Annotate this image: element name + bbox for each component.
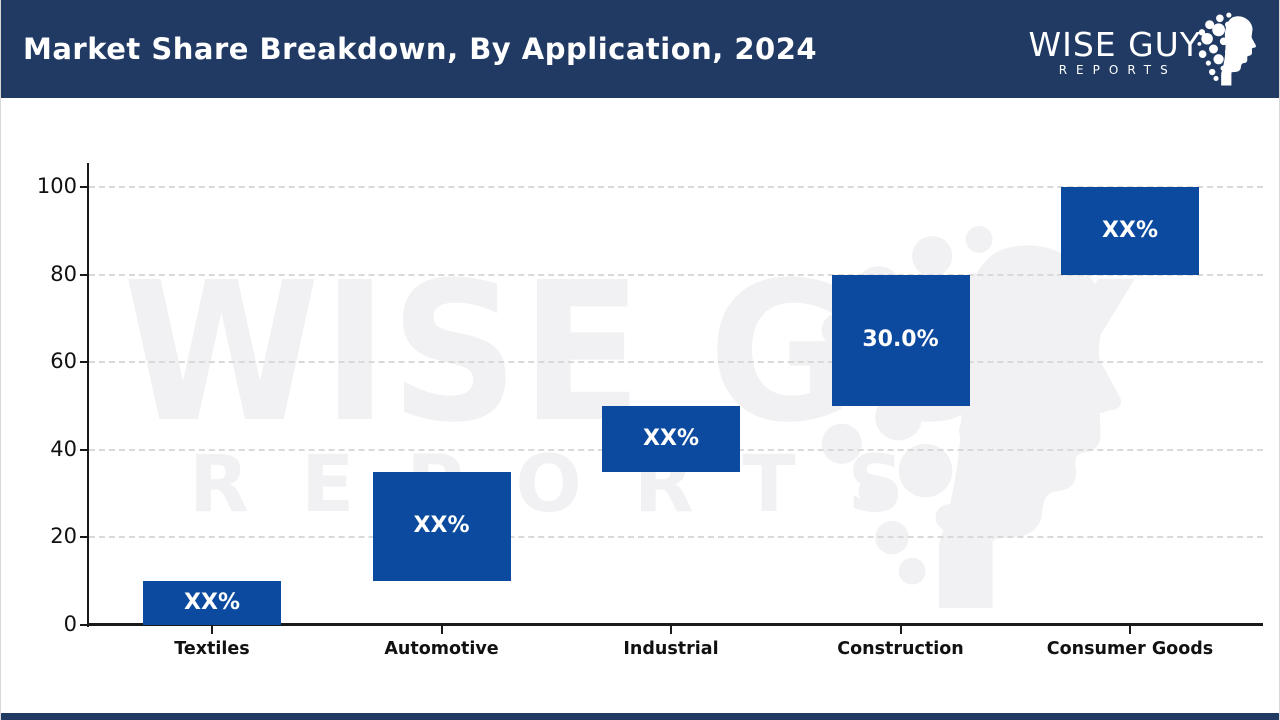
y-tick-mark [80,361,89,364]
gridline-y-60 [89,361,1263,364]
x-category-label: Industrial [623,639,719,659]
bar-value-label: XX% [643,425,699,451]
brand-logo: WISE GUY REPORTS [1028,10,1257,88]
dotted-head-profile-icon [1197,12,1256,86]
brand-logo-text: WISE GUY REPORTS [1028,24,1201,78]
bar-industrial: XX% [602,406,740,472]
y-tick-mark [80,536,89,539]
brand-name: WISE GUY [1028,24,1201,64]
gridline-y-100 [89,186,1263,188]
x-category-label: Consumer Goods [1046,639,1214,659]
y-tick-mark [80,624,89,626]
y-tick-label: 40 [50,436,77,461]
bar-consumer-goods: XX% [1061,187,1199,275]
x-tick-mark [211,626,213,634]
x-tick-mark [899,626,902,634]
x-category-label: Textiles [174,639,250,659]
bar-textiles: XX% [143,581,281,625]
footer-bar [1,713,1279,720]
y-tick-label: 60 [50,349,77,374]
bar-value-label: XX% [413,513,470,539]
y-tick-label: 0 [63,612,77,636]
y-tick-label: 100 [36,174,77,198]
y-tick-mark [80,448,89,451]
x-category-label: Automotive [384,639,499,659]
gridline-y-80 [89,273,1263,276]
watermark-brand-subtext: REPORTS [189,440,956,530]
y-axis-line [87,163,89,627]
gridline-y-20 [89,536,1263,539]
y-tick-label: 20 [50,524,77,549]
y-tick-mark [80,273,89,276]
x-tick-mark [670,626,672,634]
y-tick-mark [80,186,89,188]
bar-automotive: XX% [372,471,511,582]
x-axis-line [87,623,1263,626]
x-tick-mark [440,626,443,634]
x-tick-mark [1129,626,1131,634]
y-tick-label: 80 [50,261,77,286]
bar-value-label: XX% [184,590,240,616]
bar-value-label: XX% [1102,217,1158,243]
bar-construction: 30.0% [831,274,970,406]
chart-title: Market Share Breakdown, By Application, … [23,32,818,66]
header-bar: Market Share Breakdown, By Application, … [1,0,1279,98]
x-category-label: Construction [837,639,964,659]
brand-subtitle: REPORTS [1058,63,1177,78]
bar-value-label: 30.0% [862,327,939,353]
